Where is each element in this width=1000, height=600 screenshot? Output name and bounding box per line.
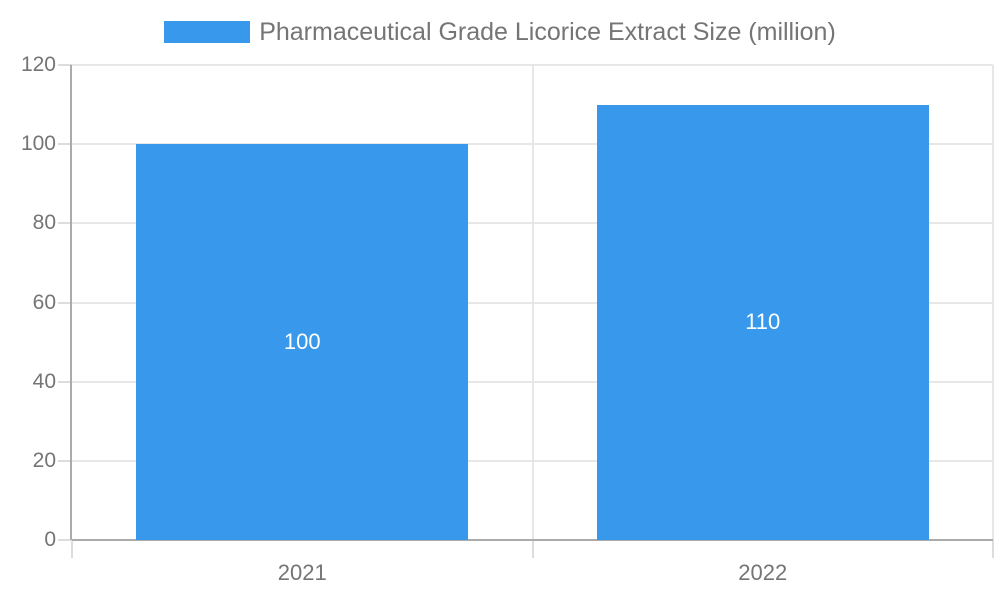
y-tick-label: 100 (20, 132, 56, 156)
y-tick-label: 60 (32, 290, 56, 314)
y-axis-tick (58, 380, 72, 383)
x-axis-line (72, 539, 993, 541)
y-tick-label: 40 (32, 369, 56, 393)
x-tick-label: 2022 (738, 560, 788, 585)
x-axis-tick (992, 540, 994, 558)
x-axis-tick (71, 540, 73, 558)
y-axis-tick (58, 459, 72, 462)
y-tick-label: 0 (44, 528, 56, 551)
x-axis-tick (531, 540, 534, 558)
x-tick-label: 2021 (277, 560, 327, 585)
bar-2021[interactable] (136, 144, 469, 540)
gridline-vertical (531, 65, 534, 540)
y-axis-tick (58, 539, 72, 541)
gridline-vertical (992, 65, 994, 540)
y-axis-tick (58, 301, 72, 304)
y-axis-tick (58, 64, 72, 66)
bar-2022[interactable] (596, 104, 929, 540)
y-tick-label: 120 (20, 53, 56, 76)
y-axis-tick (58, 222, 72, 225)
y-tick-label: 80 (32, 211, 56, 235)
legend-swatch (164, 21, 251, 43)
chart-legend[interactable]: Pharmaceutical Grade Licorice Extract Si… (0, 12, 1000, 52)
y-axis-tick (58, 143, 72, 146)
bar-value-label: 100 (283, 329, 321, 355)
bar-value-label: 110 (745, 309, 781, 335)
legend-label: Pharmaceutical Grade Licorice Extract Si… (259, 18, 836, 46)
y-axis-line (70, 65, 72, 540)
y-tick-label: 20 (32, 448, 56, 472)
